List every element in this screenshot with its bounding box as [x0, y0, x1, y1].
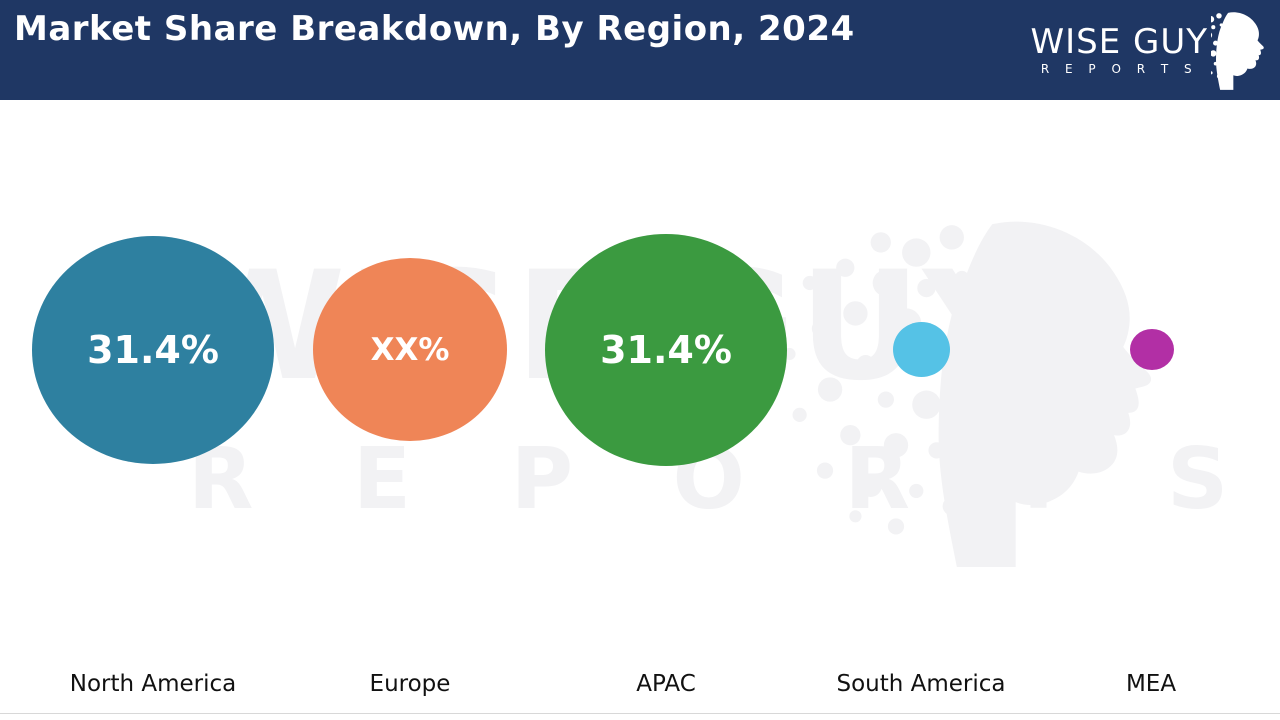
category-label-mea: MEA — [1125, 671, 1177, 697]
category-label-apac: APAC — [636, 671, 696, 697]
category-label-south-america: South America — [836, 671, 1006, 697]
category-label-europe: Europe — [369, 671, 451, 697]
brand-subtitle: R E P O R T S — [1040, 62, 1198, 77]
bubble-value: XX% — [370, 331, 450, 368]
category-label-north-america: North America — [69, 671, 237, 697]
bubble-value: 31.4% — [600, 328, 732, 372]
bubble-mea — [1130, 329, 1174, 370]
page-title: Market Share Breakdown, By Region, 2024 — [14, 9, 855, 49]
watermark-head-icon — [783, 221, 1152, 567]
bubble-north-america: 31.4% — [32, 236, 274, 464]
header-bar: Market Share Breakdown, By Region, 2024 … — [0, 0, 1280, 100]
bubble-apac: 31.4% — [545, 234, 787, 466]
bubble-europe: XX% — [313, 258, 507, 441]
bubble-value: 31.4% — [87, 328, 219, 372]
brand-logo: WISE GUY R E P O R T S — [1030, 6, 1268, 94]
brand-name: WISE GUY — [1030, 21, 1208, 62]
bubble-south-america — [893, 322, 950, 377]
brand-logo-text: WISE GUY R E P O R T S — [1030, 21, 1208, 77]
bottom-divider — [0, 713, 1280, 714]
brand-head-icon — [1211, 12, 1264, 90]
